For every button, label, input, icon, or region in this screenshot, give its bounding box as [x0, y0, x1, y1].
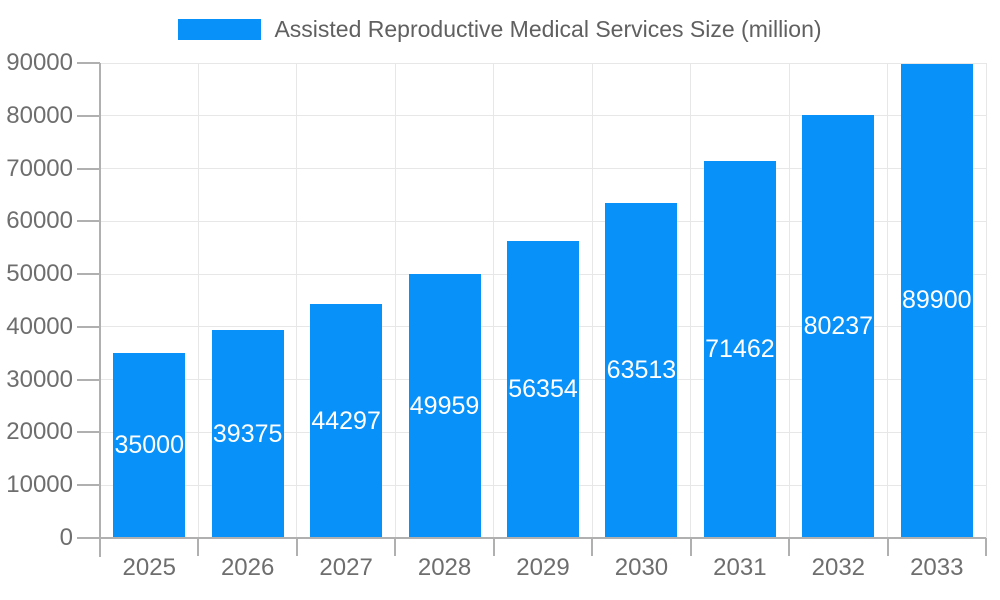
x-tick: [689, 538, 692, 556]
y-tick-label: 90000: [6, 49, 73, 76]
x-tick-label: 2033: [910, 554, 964, 581]
bar-2027[interactable]: 44297: [310, 304, 383, 538]
bar-2030[interactable]: 63513: [605, 202, 678, 538]
v-gridline: [887, 63, 889, 538]
v-gridline: [591, 63, 593, 538]
v-gridline: [493, 63, 495, 538]
x-tick: [788, 538, 791, 556]
x-tick: [492, 538, 495, 556]
y-tick-label: 80000: [6, 101, 73, 129]
legend-swatch-icon: [178, 18, 262, 40]
y-tick: [77, 431, 100, 434]
x-tick-label: 2029: [516, 554, 570, 581]
x-tick: [394, 538, 397, 556]
y-tick-label: 30000: [6, 365, 73, 393]
bar-value-label: 71462: [705, 334, 775, 363]
y-axis-line: [99, 63, 101, 557]
y-tick: [77, 325, 100, 328]
v-gridline: [296, 63, 298, 538]
bar-value-label: 63513: [606, 355, 677, 384]
y-tick-label: 10000: [6, 471, 73, 499]
bar-2031[interactable]: 71462: [703, 160, 776, 538]
v-gridline: [197, 63, 199, 538]
y-tick-label: 20000: [6, 418, 73, 446]
legend-label: Assisted Reproductive Medical Services S…: [274, 16, 822, 42]
x-tick-label: 2025: [122, 554, 176, 581]
v-gridline: [985, 63, 987, 538]
x-tick: [985, 538, 987, 556]
h-gridline: [100, 115, 986, 117]
bar-2029[interactable]: 56354: [507, 240, 579, 538]
bar-value-label: 49959: [409, 391, 480, 420]
y-tick: [77, 220, 100, 223]
v-gridline: [788, 63, 790, 538]
bar-2025[interactable]: 35000: [113, 353, 186, 538]
y-tick-label: 40000: [6, 312, 73, 340]
x-tick: [99, 538, 101, 556]
x-tick-label: 2030: [614, 554, 669, 581]
h-gridline: [100, 168, 986, 170]
v-gridline: [690, 63, 692, 538]
bar-value-label: 44297: [311, 406, 381, 435]
plot-area: 35000 39375 44297 49959 56354 63513 71462 80237…: [6, 51, 987, 581]
x-tick: [197, 538, 200, 556]
y-tick: [77, 114, 100, 117]
y-tick: [77, 167, 100, 170]
bar-value-label: 35000: [114, 431, 184, 460]
x-axis-line: [77, 537, 986, 539]
legend-item[interactable]: Assisted Reproductive Medical Services S…: [0, 16, 1000, 42]
y-tick-label: 50000: [6, 260, 73, 288]
x-tick-label: 2031: [713, 554, 767, 581]
y-tick: [77, 378, 100, 381]
v-gridline: [394, 63, 396, 538]
y-tick: [77, 62, 100, 64]
y-tick-label: 60000: [6, 207, 73, 235]
x-tick: [591, 538, 594, 556]
x-tick-label: 2026: [220, 554, 275, 581]
bar-value-label: 80237: [803, 311, 874, 340]
bar-value-label: 56354: [508, 374, 578, 403]
y-tick: [77, 484, 100, 487]
x-tick-label: 2027: [319, 554, 373, 581]
y-tick: [77, 273, 100, 276]
bar-2026[interactable]: 39375: [211, 330, 284, 538]
x-tick: [886, 538, 889, 556]
h-gridline: [100, 220, 986, 222]
x-tick-label: 2032: [811, 554, 866, 581]
x-tick-label: 2028: [417, 554, 472, 581]
x-tick: [295, 538, 298, 556]
y-tick-label: 0: [59, 524, 73, 551]
bar-2033[interactable]: 89900: [900, 63, 973, 538]
bar-2032[interactable]: 80237: [802, 114, 875, 538]
bar-value-label: 39375: [212, 419, 283, 448]
y-tick-label: 70000: [6, 154, 73, 182]
h-gridline: [100, 62, 986, 64]
bar-2028[interactable]: 49959: [408, 274, 481, 538]
bar-value-label: 89900: [902, 286, 972, 315]
